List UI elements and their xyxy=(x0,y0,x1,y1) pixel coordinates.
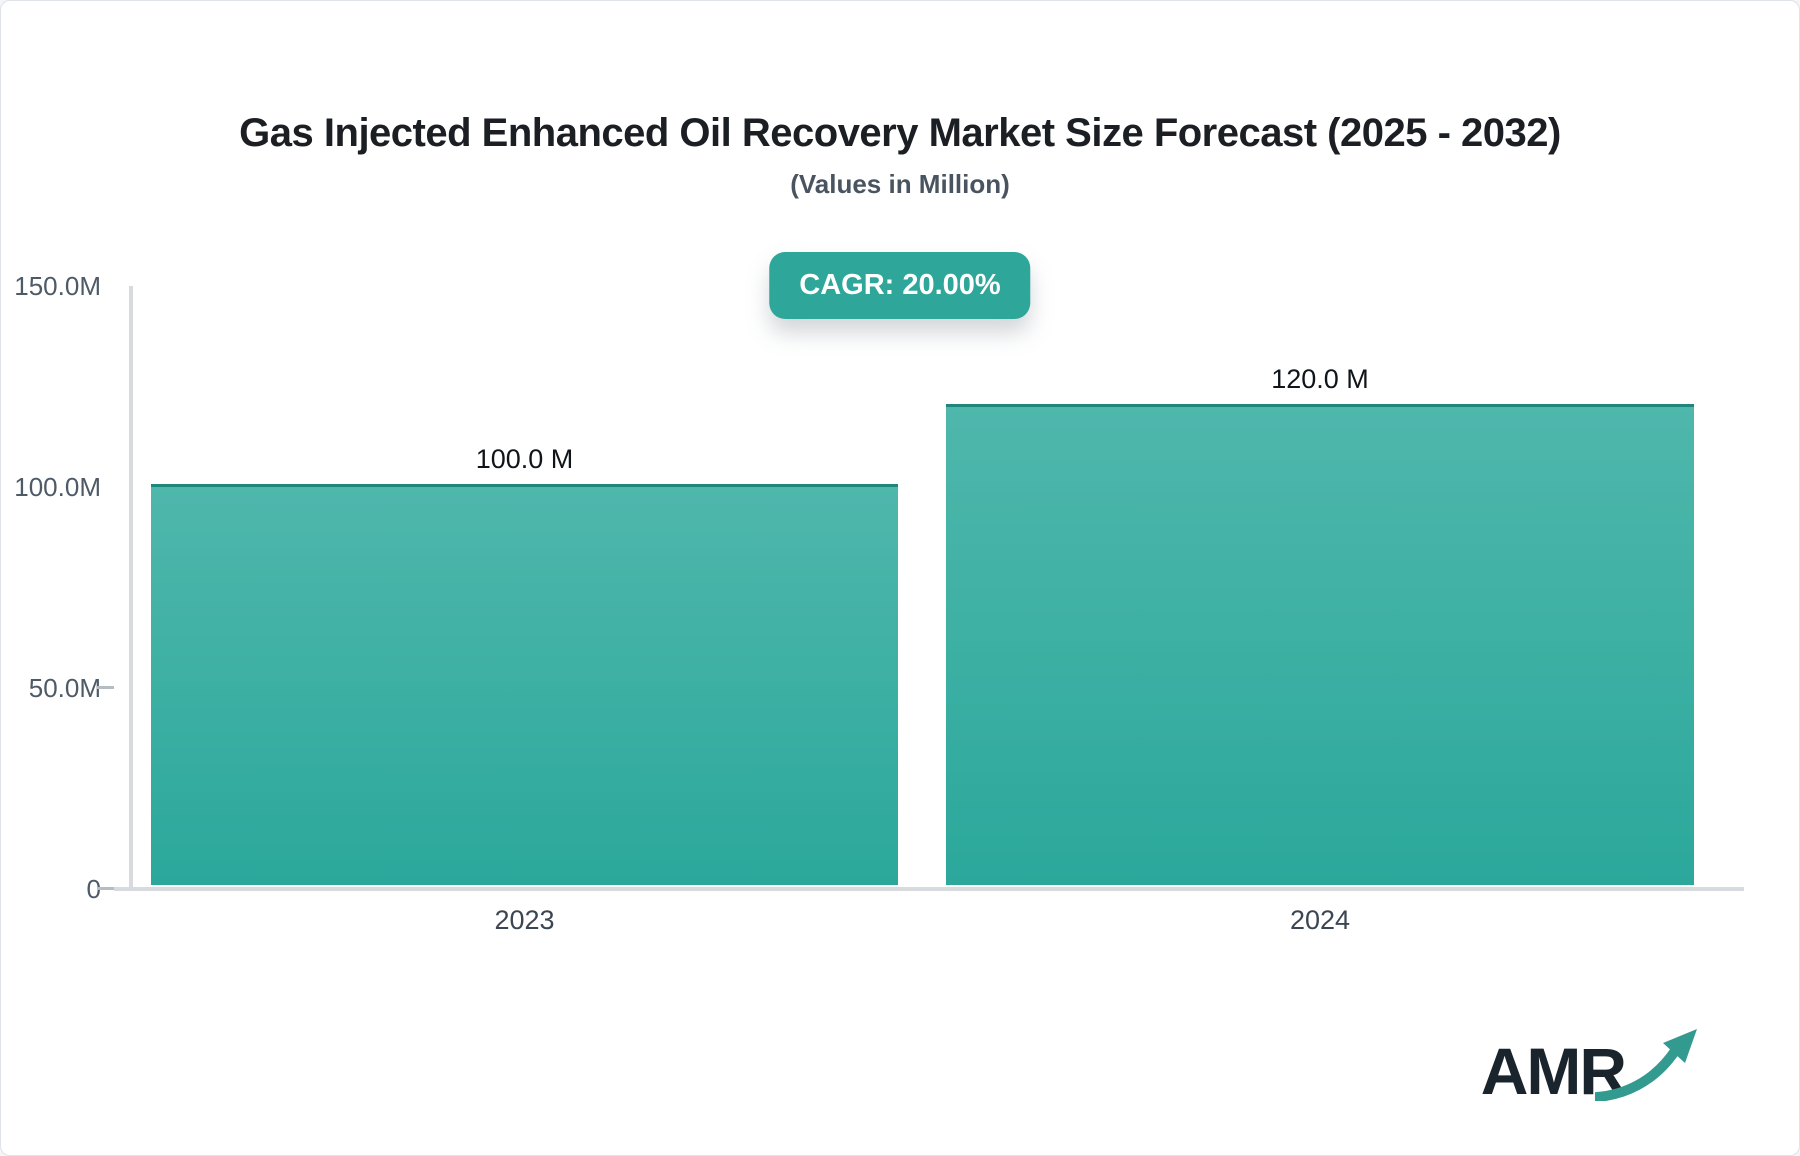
bar-column-2023: 100.0 M xyxy=(151,444,898,885)
x-axis-label-2023: 2023 xyxy=(494,905,555,935)
bar-2024 xyxy=(946,404,1694,885)
bar-2023 xyxy=(151,484,898,885)
y-axis-line xyxy=(129,286,133,887)
chart-title: Gas Injected Enhanced Oil Recovery Marke… xyxy=(239,111,1561,155)
amr-logo: AMR xyxy=(1481,1029,1699,1109)
y-axis-label-150m: 150.0M xyxy=(14,271,101,301)
x-axis-line xyxy=(114,887,1744,891)
growth-arrow-icon xyxy=(1595,1029,1697,1101)
y-axis-label-50m: 50.0M xyxy=(28,673,101,703)
y-axis-tick-50m xyxy=(97,686,114,689)
x-axis-label-2024: 2024 xyxy=(1289,905,1351,935)
y-axis-tick-0 xyxy=(97,887,114,890)
bar-column-2024: 120.0 M xyxy=(946,364,1694,885)
bar-value-label-2024: 120.0 M xyxy=(1271,364,1369,394)
chart-subtitle: (Values in Million) xyxy=(790,169,1010,199)
bar-value-label-2023: 100.0 M xyxy=(475,444,574,474)
cagr-badge: CAGR: 20.00% xyxy=(769,252,1031,319)
y-axis-label-0: 0 xyxy=(86,874,101,904)
y-axis-label-100m: 100.0M xyxy=(14,472,101,502)
